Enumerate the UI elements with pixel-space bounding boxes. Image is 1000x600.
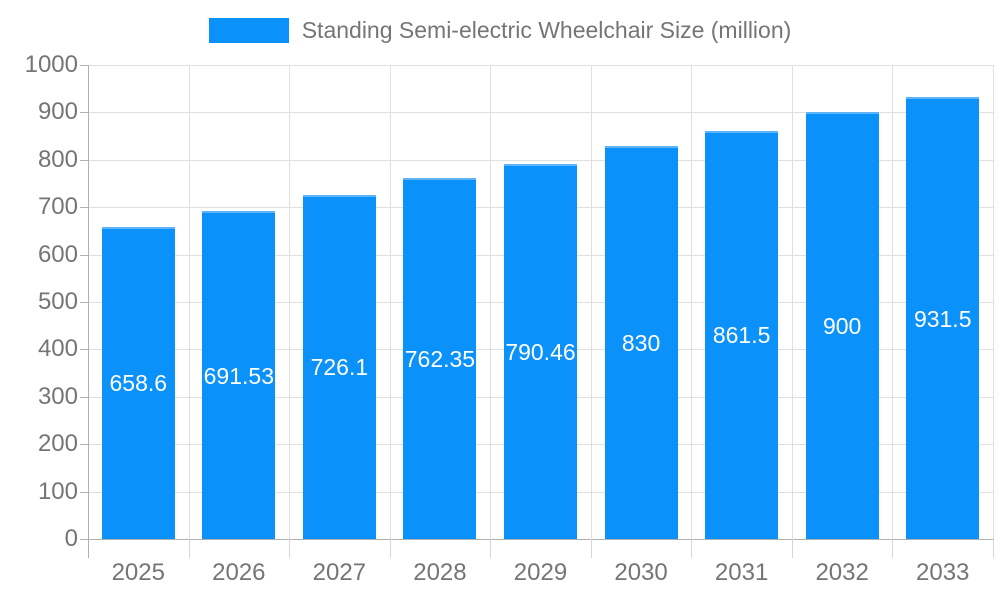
y-axis-label-0: 0: [64, 525, 78, 552]
x-axis-tick: [490, 539, 492, 558]
bar-value-label: 900: [822, 313, 862, 340]
x-axis-label-2029: 2029: [513, 559, 568, 586]
gridline-horizontal: [88, 65, 993, 66]
bar-value-label: 830: [621, 329, 661, 356]
gridline-vertical: [188, 65, 190, 539]
x-axis-line: [80, 539, 993, 540]
x-axis-tick: [892, 539, 894, 558]
x-axis-label-2030: 2030: [614, 559, 668, 586]
x-axis-label-2032: 2032: [815, 559, 869, 586]
gridline-vertical: [892, 65, 894, 539]
y-axis-label-300: 300: [37, 382, 78, 410]
y-axis-label-700: 700: [37, 193, 78, 221]
bar-value-label: 762.35: [404, 345, 476, 372]
y-axis-label-200: 200: [37, 430, 78, 458]
bar-2030[interactable]: 830: [604, 145, 678, 539]
gridline-vertical: [389, 65, 391, 539]
x-axis-tick: [791, 539, 793, 558]
x-axis-tick: [691, 539, 693, 558]
y-axis-label-500: 500: [37, 288, 78, 315]
y-axis-tick: [80, 254, 88, 256]
y-axis-label-800: 800: [37, 145, 78, 173]
x-axis-label-2033: 2033: [916, 559, 970, 586]
x-axis-tick: [389, 539, 391, 558]
y-axis-label-100: 100: [37, 477, 78, 505]
bar-value-label: 931.5: [913, 305, 972, 332]
x-axis-label-2031: 2031: [714, 559, 769, 586]
legend-swatch: [208, 18, 289, 43]
y-axis-label-900: 900: [37, 98, 78, 126]
gridline-vertical: [691, 65, 693, 539]
bar-2033[interactable]: 931.5: [906, 97, 980, 539]
gridline-vertical: [993, 65, 994, 539]
gridline-vertical: [289, 65, 291, 539]
y-axis-tick: [80, 396, 88, 398]
y-axis-tick: [80, 159, 88, 161]
y-axis-tick: [80, 112, 88, 114]
bar-2029[interactable]: 790.46: [504, 164, 577, 539]
bar-value-label: 790.46: [505, 339, 576, 366]
bar-value-label: 658.6: [109, 370, 168, 397]
x-axis-label-2025: 2025: [111, 559, 165, 586]
x-axis-label-2027: 2027: [312, 559, 367, 586]
x-axis-label-2028: 2028: [413, 559, 467, 586]
y-axis-label-600: 600: [37, 240, 78, 268]
x-axis-tick: [289, 539, 291, 558]
y-axis-tick: [80, 491, 88, 493]
y-axis-line: [88, 65, 89, 558]
gridline-horizontal: [88, 159, 993, 161]
legend-item[interactable]: Standing Semi-electric Wheelchair Size (…: [0, 17, 1000, 44]
y-axis-tick: [80, 207, 88, 209]
y-axis-tick: [80, 444, 88, 446]
x-axis-tick: [993, 539, 994, 558]
x-axis-label-2026: 2026: [212, 559, 266, 586]
bar-value-label: 726.1: [310, 354, 369, 381]
gridline-vertical: [590, 65, 592, 539]
gridline-vertical: [490, 65, 492, 539]
y-axis-label-1000: 1000: [24, 51, 78, 78]
gridline-horizontal: [88, 112, 993, 114]
y-axis-tick: [80, 302, 88, 303]
bar-value-label: 861.5: [712, 322, 771, 349]
bar-2025[interactable]: 658.6: [101, 226, 175, 539]
bar-value-label: 691.53: [203, 362, 274, 389]
bar-2026[interactable]: 691.53: [202, 211, 276, 539]
bar-2032[interactable]: 900: [805, 112, 879, 539]
x-axis-tick: [590, 539, 592, 558]
bar-2031[interactable]: 861.5: [705, 130, 779, 539]
bar-2027[interactable]: 726.1: [302, 194, 376, 539]
x-axis-tick: [188, 539, 190, 558]
y-axis-tick: [80, 65, 88, 66]
y-axis-label-400: 400: [37, 335, 78, 363]
legend-label: Standing Semi-electric Wheelchair Size (…: [301, 17, 792, 43]
bar-2028[interactable]: 762.35: [403, 177, 477, 539]
y-axis-tick: [80, 349, 88, 351]
gridline-vertical: [791, 65, 793, 539]
